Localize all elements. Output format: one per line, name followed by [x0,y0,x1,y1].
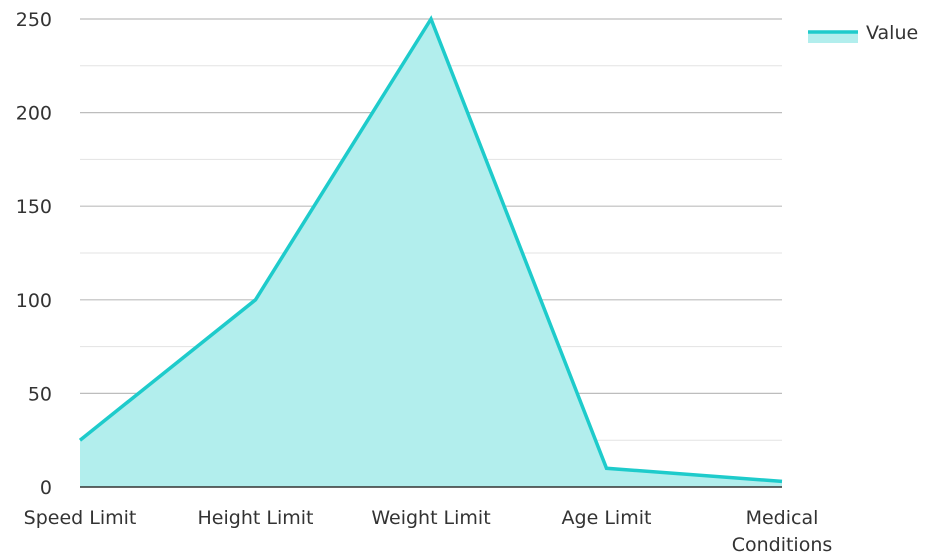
legend[interactable]: Value [808,22,918,44]
y-axis-tick-labels: 0 50 100 150 200 250 [16,9,52,499]
y-tick-label: 100 [16,290,52,312]
series-value-area [80,19,782,487]
x-tick-label: Age Limit [562,507,652,529]
legend-label-value: Value [866,22,918,44]
y-tick-label: 200 [16,103,52,125]
y-tick-label: 150 [16,196,52,218]
x-axis-tick-labels: Speed Limit Height Limit Weight Limit Age L… [24,507,833,556]
legend-swatch [808,33,858,43]
x-tick-label: Speed Limit [24,507,137,529]
x-tick-label: Weight Limit [371,507,490,529]
y-tick-label: 50 [28,383,52,405]
series-value-line [78,15,783,484]
y-tick-label: 0 [40,477,52,499]
x-tick-label: Medical Conditions [732,507,833,556]
y-tick-label: 250 [16,9,52,31]
x-tick-label: Height Limit [198,507,314,529]
